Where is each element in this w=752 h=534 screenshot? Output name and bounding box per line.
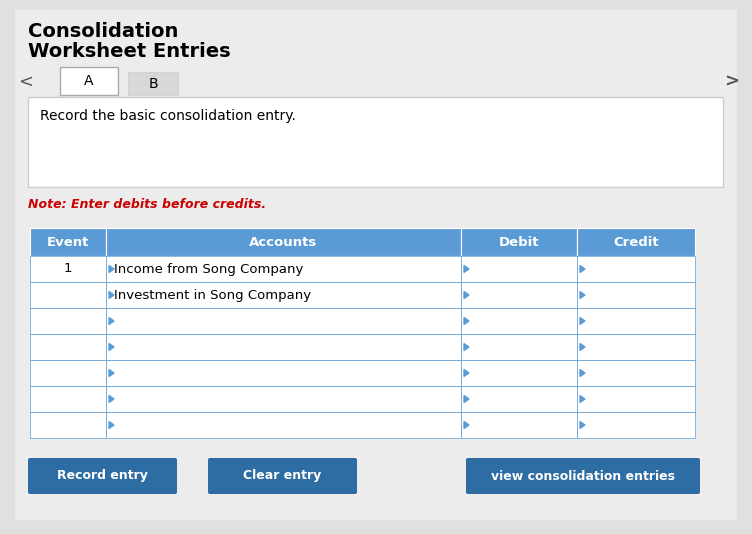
FancyBboxPatch shape: [577, 360, 695, 386]
Text: A: A: [84, 74, 94, 88]
FancyBboxPatch shape: [208, 458, 357, 494]
FancyBboxPatch shape: [30, 256, 106, 282]
Polygon shape: [464, 265, 469, 272]
Polygon shape: [464, 343, 469, 350]
FancyBboxPatch shape: [28, 458, 177, 494]
FancyBboxPatch shape: [106, 360, 461, 386]
Text: Note: Enter debits before credits.: Note: Enter debits before credits.: [28, 198, 266, 211]
Text: B: B: [148, 77, 158, 91]
FancyBboxPatch shape: [60, 67, 118, 95]
FancyBboxPatch shape: [128, 72, 178, 95]
Polygon shape: [580, 370, 585, 376]
Polygon shape: [109, 265, 114, 272]
Polygon shape: [580, 421, 585, 428]
FancyBboxPatch shape: [30, 386, 106, 412]
FancyBboxPatch shape: [577, 256, 695, 282]
FancyBboxPatch shape: [106, 256, 461, 282]
FancyBboxPatch shape: [461, 360, 577, 386]
Polygon shape: [464, 421, 469, 428]
FancyBboxPatch shape: [577, 282, 695, 308]
Polygon shape: [464, 396, 469, 403]
Text: Consolidation: Consolidation: [28, 22, 178, 41]
FancyBboxPatch shape: [466, 458, 700, 494]
Polygon shape: [464, 292, 469, 299]
FancyBboxPatch shape: [30, 360, 106, 386]
Text: Record the basic consolidation entry.: Record the basic consolidation entry.: [40, 109, 296, 123]
FancyBboxPatch shape: [577, 386, 695, 412]
Text: Debit: Debit: [499, 235, 539, 248]
Text: Clear entry: Clear entry: [244, 469, 322, 483]
FancyBboxPatch shape: [30, 282, 106, 308]
FancyBboxPatch shape: [577, 412, 695, 438]
Text: Investment in Song Company: Investment in Song Company: [114, 288, 311, 302]
FancyBboxPatch shape: [461, 386, 577, 412]
Polygon shape: [109, 318, 114, 325]
FancyBboxPatch shape: [461, 256, 577, 282]
Text: Record entry: Record entry: [57, 469, 148, 483]
Text: 1: 1: [64, 263, 72, 276]
Text: Worksheet Entries: Worksheet Entries: [28, 42, 231, 61]
FancyBboxPatch shape: [461, 412, 577, 438]
Polygon shape: [464, 370, 469, 376]
FancyBboxPatch shape: [461, 334, 577, 360]
Text: Accounts: Accounts: [250, 235, 317, 248]
FancyBboxPatch shape: [30, 308, 106, 334]
FancyBboxPatch shape: [106, 386, 461, 412]
Text: Income from Song Company: Income from Song Company: [114, 263, 303, 276]
Text: >: >: [724, 73, 739, 91]
Polygon shape: [109, 421, 114, 428]
FancyBboxPatch shape: [30, 334, 106, 360]
Polygon shape: [580, 343, 585, 350]
Text: Event: Event: [47, 235, 89, 248]
Polygon shape: [580, 292, 585, 299]
Polygon shape: [580, 318, 585, 325]
FancyBboxPatch shape: [30, 228, 106, 256]
FancyBboxPatch shape: [461, 282, 577, 308]
FancyBboxPatch shape: [106, 308, 461, 334]
Polygon shape: [109, 370, 114, 376]
FancyBboxPatch shape: [28, 97, 723, 187]
FancyBboxPatch shape: [461, 308, 577, 334]
Polygon shape: [580, 396, 585, 403]
Polygon shape: [464, 318, 469, 325]
FancyBboxPatch shape: [106, 228, 461, 256]
Text: Credit: Credit: [613, 235, 659, 248]
Polygon shape: [109, 292, 114, 299]
FancyBboxPatch shape: [15, 10, 737, 520]
Polygon shape: [109, 343, 114, 350]
FancyBboxPatch shape: [106, 282, 461, 308]
Polygon shape: [109, 396, 114, 403]
FancyBboxPatch shape: [461, 228, 577, 256]
Text: <: <: [19, 73, 34, 91]
Polygon shape: [580, 265, 585, 272]
FancyBboxPatch shape: [577, 334, 695, 360]
FancyBboxPatch shape: [577, 228, 695, 256]
FancyBboxPatch shape: [106, 334, 461, 360]
FancyBboxPatch shape: [30, 412, 106, 438]
Text: view consolidation entries: view consolidation entries: [491, 469, 675, 483]
FancyBboxPatch shape: [106, 412, 461, 438]
FancyBboxPatch shape: [577, 308, 695, 334]
